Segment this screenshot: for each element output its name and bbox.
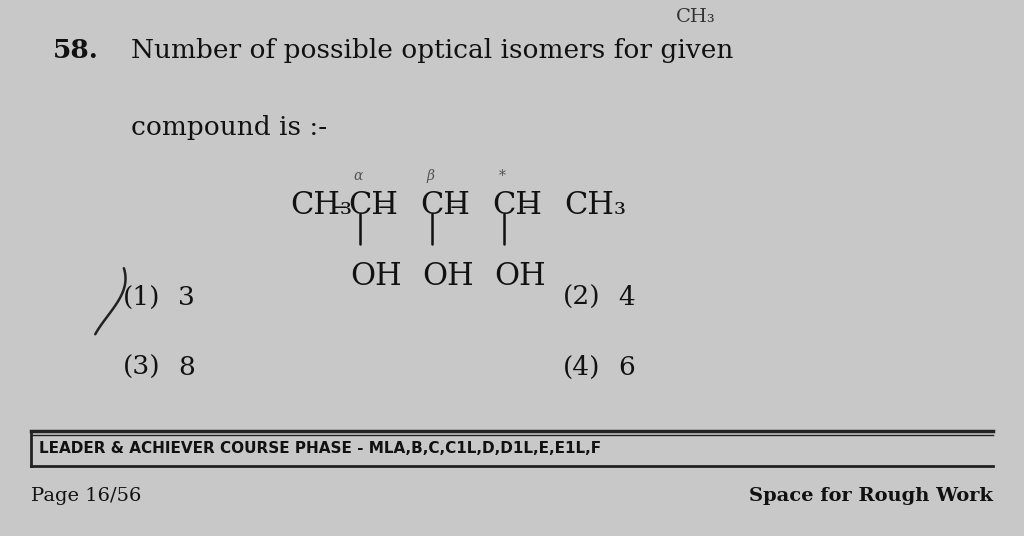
Text: –: – <box>332 190 347 221</box>
Text: Number of possible optical isomers for given: Number of possible optical isomers for g… <box>131 38 733 63</box>
Text: OH: OH <box>350 261 401 292</box>
Text: OH: OH <box>422 261 474 292</box>
Text: OH: OH <box>494 261 546 292</box>
Text: –: – <box>378 190 393 221</box>
Text: –: – <box>450 190 465 221</box>
Text: CH: CH <box>420 190 470 221</box>
Text: 6: 6 <box>618 355 635 379</box>
Text: 4: 4 <box>618 285 635 310</box>
Text: (2): (2) <box>563 285 601 310</box>
Text: Page 16/56: Page 16/56 <box>31 487 141 505</box>
Text: Space for Rough Work: Space for Rough Work <box>750 487 993 505</box>
Text: CH₃: CH₃ <box>676 8 716 26</box>
Text: –: – <box>522 190 538 221</box>
Text: CH: CH <box>348 190 398 221</box>
Text: LEADER & ACHIEVER COURSE PHASE - MLA,B,C,C1L,D,D1L,E,E1L,F: LEADER & ACHIEVER COURSE PHASE - MLA,B,C… <box>39 442 601 456</box>
Text: 58.: 58. <box>53 38 99 63</box>
Text: CH: CH <box>492 190 542 221</box>
Text: α: α <box>353 169 362 183</box>
Text: (1): (1) <box>123 285 161 310</box>
Text: 8: 8 <box>178 355 195 379</box>
Text: CH₃: CH₃ <box>290 190 352 221</box>
Text: 3: 3 <box>178 285 195 310</box>
Text: (3): (3) <box>123 355 161 379</box>
Text: CH₃: CH₃ <box>564 190 626 221</box>
Text: compound is :-: compound is :- <box>131 115 328 140</box>
Text: β: β <box>426 169 434 183</box>
Text: (4): (4) <box>563 355 601 379</box>
Text: *: * <box>499 169 506 183</box>
